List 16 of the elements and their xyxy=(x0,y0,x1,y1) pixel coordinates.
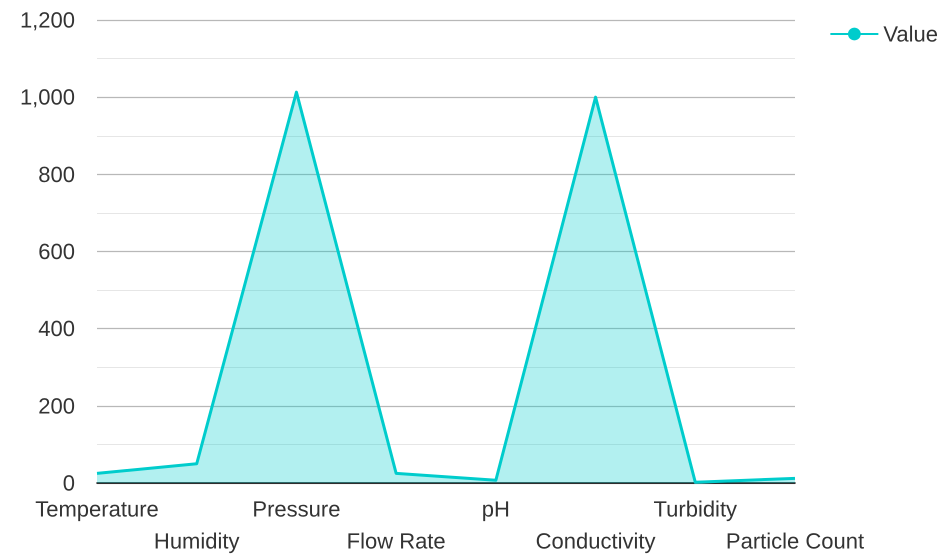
legend-label: Value xyxy=(883,22,938,46)
x-tick-label: Flow Rate xyxy=(346,528,446,554)
x-tick-label: Humidity xyxy=(154,528,240,554)
x-tick-label: Particle Count xyxy=(726,528,864,554)
y-tick-label: 1,000 xyxy=(20,84,75,110)
y-tick-label: 1,200 xyxy=(20,8,75,32)
x-tick-label: Pressure xyxy=(252,496,340,522)
y-tick-label: 200 xyxy=(38,393,75,418)
y-tick-label: 600 xyxy=(38,239,75,264)
y-tick-label: 800 xyxy=(38,162,75,187)
x-tick-label: Turbidity xyxy=(654,496,738,522)
y-tick-label: 0 xyxy=(62,470,75,496)
x-tick-label: Conductivity xyxy=(536,528,656,554)
x-tick-label: pH xyxy=(482,496,510,522)
x-tick-label: Temperature xyxy=(35,496,159,522)
y-tick-label: 400 xyxy=(38,316,75,342)
